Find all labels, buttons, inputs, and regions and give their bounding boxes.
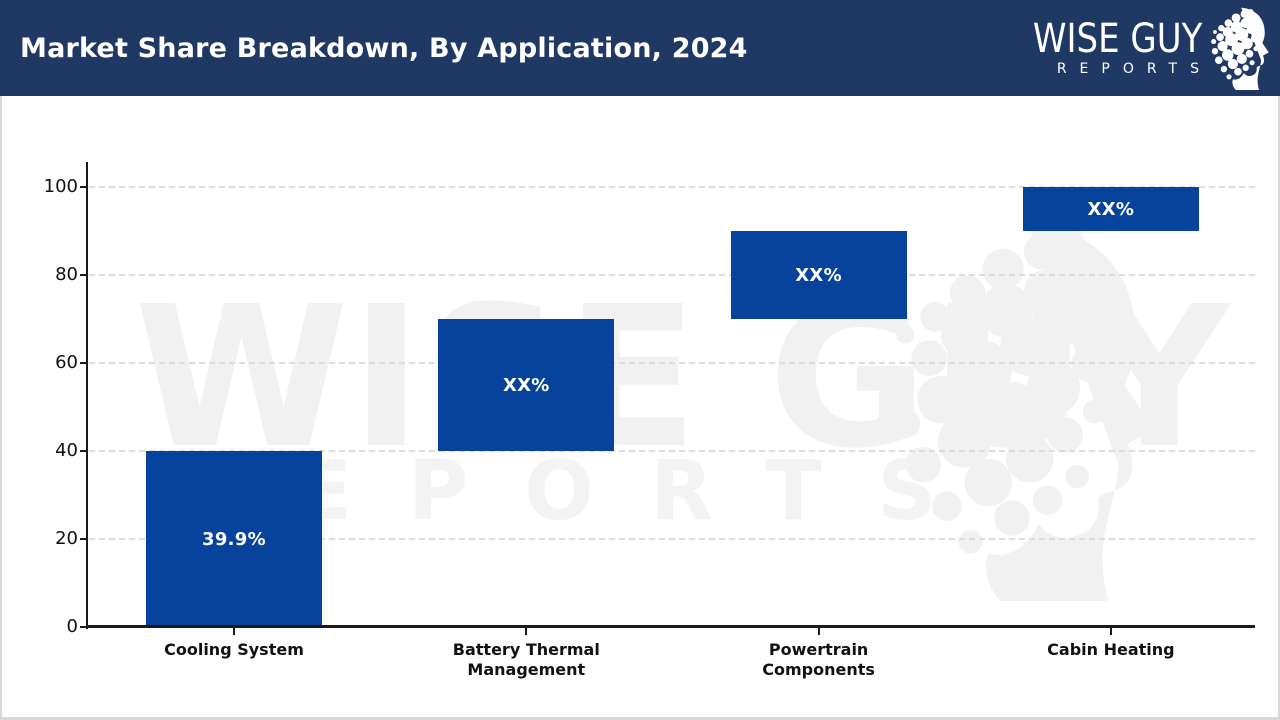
y-tick-40 xyxy=(80,450,88,452)
brand-subtext: REPORTS xyxy=(1056,61,1212,77)
chart-area: WISE GUY REPORTS 0 20 40 60 80 100 39.9% Coolin… xyxy=(0,96,1280,720)
y-tick-100 xyxy=(80,186,88,188)
dotted-head-icon xyxy=(1211,7,1269,90)
bar-value-label: XX% xyxy=(1087,198,1135,220)
x-tick-3 xyxy=(817,628,820,635)
bar-value-label: XX% xyxy=(795,264,842,286)
y-axis-line xyxy=(86,162,88,629)
x-category-label: Powertrain Components xyxy=(762,640,875,679)
bar-value-label: 39.9% xyxy=(202,528,266,550)
y-tick-label-80: 80 xyxy=(55,264,78,285)
x-category-label: Cooling System xyxy=(164,640,304,659)
x-tick-4 xyxy=(1109,628,1112,635)
y-tick-label-40: 40 xyxy=(55,440,78,461)
y-tick-label-100: 100 xyxy=(43,176,78,197)
gridline-40 xyxy=(89,450,1255,452)
bar-value-label: XX% xyxy=(502,374,550,396)
brand-logo: WISE GUY REPORTS xyxy=(1003,6,1270,90)
bar-3: XX% xyxy=(730,231,907,319)
bar-4: XX% xyxy=(1022,187,1199,231)
gridline-20 xyxy=(89,538,1255,540)
y-tick-60 xyxy=(80,362,88,364)
gridline-100 xyxy=(89,186,1255,188)
brand-wordmark-block: WISE GUY REPORTS xyxy=(1003,19,1202,77)
x-tick-1 xyxy=(233,628,235,635)
x-category-label: Battery Thermal Management xyxy=(452,640,600,679)
gridline-80 xyxy=(89,274,1255,276)
y-tick-label-0: 0 xyxy=(66,616,78,637)
y-tick-20 xyxy=(80,538,88,540)
y-tick-label-60: 60 xyxy=(55,352,78,373)
header-bar: Market Share Breakdown, By Application, … xyxy=(0,0,1280,96)
bar-2: XX% xyxy=(438,319,615,451)
y-tick-label-20: 20 xyxy=(55,528,78,549)
brand-wordmark: WISE GUY xyxy=(1032,16,1202,62)
x-tick-2 xyxy=(525,628,528,635)
x-axis-line xyxy=(86,625,1255,628)
gridline-60 xyxy=(89,362,1255,364)
y-tick-80 xyxy=(80,274,88,276)
y-tick-0 xyxy=(80,626,88,628)
bar-1: 39.9% xyxy=(146,451,322,627)
x-category-label: Cabin Heating xyxy=(1047,640,1175,659)
page-title: Market Share Breakdown, By Application, … xyxy=(20,32,748,64)
